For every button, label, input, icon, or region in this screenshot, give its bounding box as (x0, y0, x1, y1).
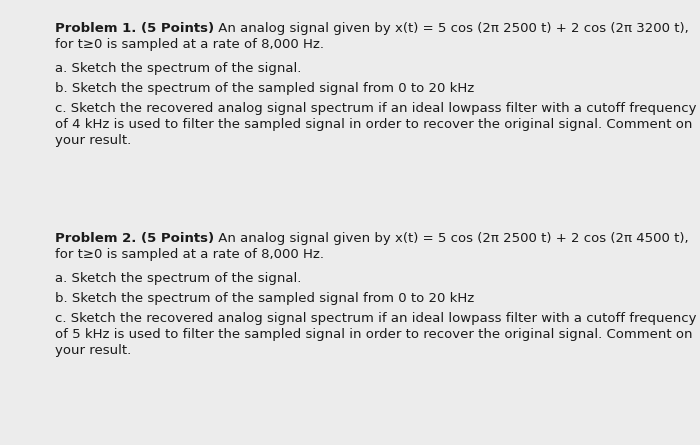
Text: b. Sketch the spectrum of the sampled signal from 0 to 20 kHz: b. Sketch the spectrum of the sampled si… (55, 82, 475, 95)
Text: An analog signal given by x(t) = 5 cos (2π 2500 t) + 2 cos (2π 3200 t),: An analog signal given by x(t) = 5 cos (… (214, 22, 689, 35)
Text: for t≥0 is sampled at a rate of 8,000 Hz.: for t≥0 is sampled at a rate of 8,000 Hz… (55, 38, 324, 51)
Text: of 5 kHz is used to filter the sampled signal in order to recover the original s: of 5 kHz is used to filter the sampled s… (55, 328, 692, 341)
Text: of 4 kHz is used to filter the sampled signal in order to recover the original s: of 4 kHz is used to filter the sampled s… (55, 118, 692, 131)
Text: a. Sketch the spectrum of the signal.: a. Sketch the spectrum of the signal. (55, 62, 302, 75)
Text: b. Sketch the spectrum of the sampled signal from 0 to 20 kHz: b. Sketch the spectrum of the sampled si… (55, 292, 475, 305)
Text: c. Sketch the recovered analog signal spectrum if an ideal lowpass filter with a: c. Sketch the recovered analog signal sp… (55, 312, 696, 325)
Text: Problem 2. (5 Points): Problem 2. (5 Points) (55, 232, 214, 245)
Text: c. Sketch the recovered analog signal spectrum if an ideal lowpass filter with a: c. Sketch the recovered analog signal sp… (55, 102, 696, 115)
Text: your result.: your result. (55, 344, 132, 357)
Text: for t≥0 is sampled at a rate of 8,000 Hz.: for t≥0 is sampled at a rate of 8,000 Hz… (55, 248, 324, 261)
Text: Problem 1. (5 Points): Problem 1. (5 Points) (55, 22, 214, 35)
Text: your result.: your result. (55, 134, 132, 147)
Text: An analog signal given by x(t) = 5 cos (2π 2500 t) + 2 cos (2π 4500 t),: An analog signal given by x(t) = 5 cos (… (214, 232, 689, 245)
Text: a. Sketch the spectrum of the signal.: a. Sketch the spectrum of the signal. (55, 272, 302, 285)
